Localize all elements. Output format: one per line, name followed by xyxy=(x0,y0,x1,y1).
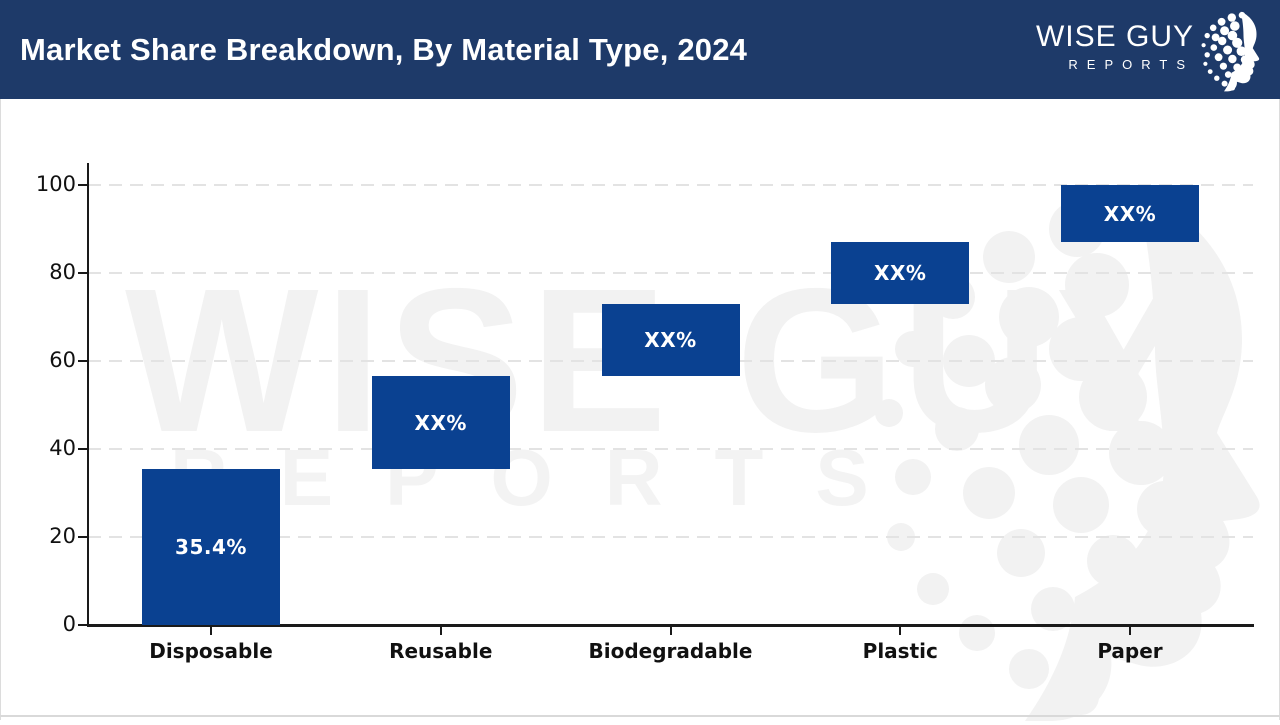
y-gridline xyxy=(88,536,1253,538)
wise-guy-reports-logo: WISE GUY REPORTS xyxy=(1010,0,1272,99)
bar-value-label: XX% xyxy=(414,410,467,435)
y-tick-label: 80 xyxy=(49,260,76,284)
bar-value-label: XX% xyxy=(644,327,697,352)
y-gridline xyxy=(88,272,1253,274)
x-category-label: Biodegradable xyxy=(588,639,753,663)
y-tick-label: 100 xyxy=(35,172,76,196)
x-axis-line xyxy=(87,624,1254,627)
x-category-label: Disposable xyxy=(149,639,273,663)
y-tick-label: 0 xyxy=(62,612,76,636)
x-tick-mark xyxy=(899,627,902,635)
y-tick-label: 60 xyxy=(49,348,76,372)
y-tick-mark xyxy=(78,448,88,450)
y-tick-mark xyxy=(78,624,88,626)
bottom-divider xyxy=(0,715,1280,717)
x-category-label: Paper xyxy=(1097,639,1163,663)
y-tick-label: 20 xyxy=(49,524,76,548)
y-tick-label: 40 xyxy=(49,436,76,460)
x-category-label: Reusable xyxy=(389,639,493,663)
logo-dots xyxy=(1201,11,1254,91)
bar-paper: XX% xyxy=(1061,185,1199,243)
watermark-head-icon xyxy=(875,189,1260,721)
y-tick-mark xyxy=(78,184,88,186)
bar-plastic: XX% xyxy=(831,242,970,304)
bar-value-label: XX% xyxy=(874,260,927,285)
dotted-head-icon xyxy=(1201,11,1260,92)
bar-disposable: 35.4% xyxy=(142,469,280,625)
watermark-subtext: REPORTS xyxy=(170,433,921,522)
y-tick-mark xyxy=(78,272,88,274)
y-tick-mark xyxy=(78,360,88,362)
bar-reusable: XX% xyxy=(371,375,510,470)
x-tick-mark xyxy=(210,627,212,635)
bar-biodegradable: XX% xyxy=(601,303,740,376)
x-category-label: Plastic xyxy=(862,639,938,663)
header-bar: Market Share Breakdown, By Material Type… xyxy=(0,0,1280,99)
x-tick-mark xyxy=(1129,627,1131,635)
bar-value-label: XX% xyxy=(1103,201,1157,226)
x-tick-mark xyxy=(439,627,442,635)
y-gridline xyxy=(88,448,1253,450)
x-tick-mark xyxy=(669,627,672,635)
logo-subtext: REPORTS xyxy=(1068,57,1194,72)
y-gridline xyxy=(88,184,1253,186)
bar-value-label: 35.4% xyxy=(175,535,247,560)
y-tick-mark xyxy=(78,536,88,538)
page-title: Market Share Breakdown, By Material Type… xyxy=(20,31,748,67)
y-axis-line xyxy=(87,163,89,627)
logo-wordmark: WISE GUY xyxy=(1035,20,1194,53)
